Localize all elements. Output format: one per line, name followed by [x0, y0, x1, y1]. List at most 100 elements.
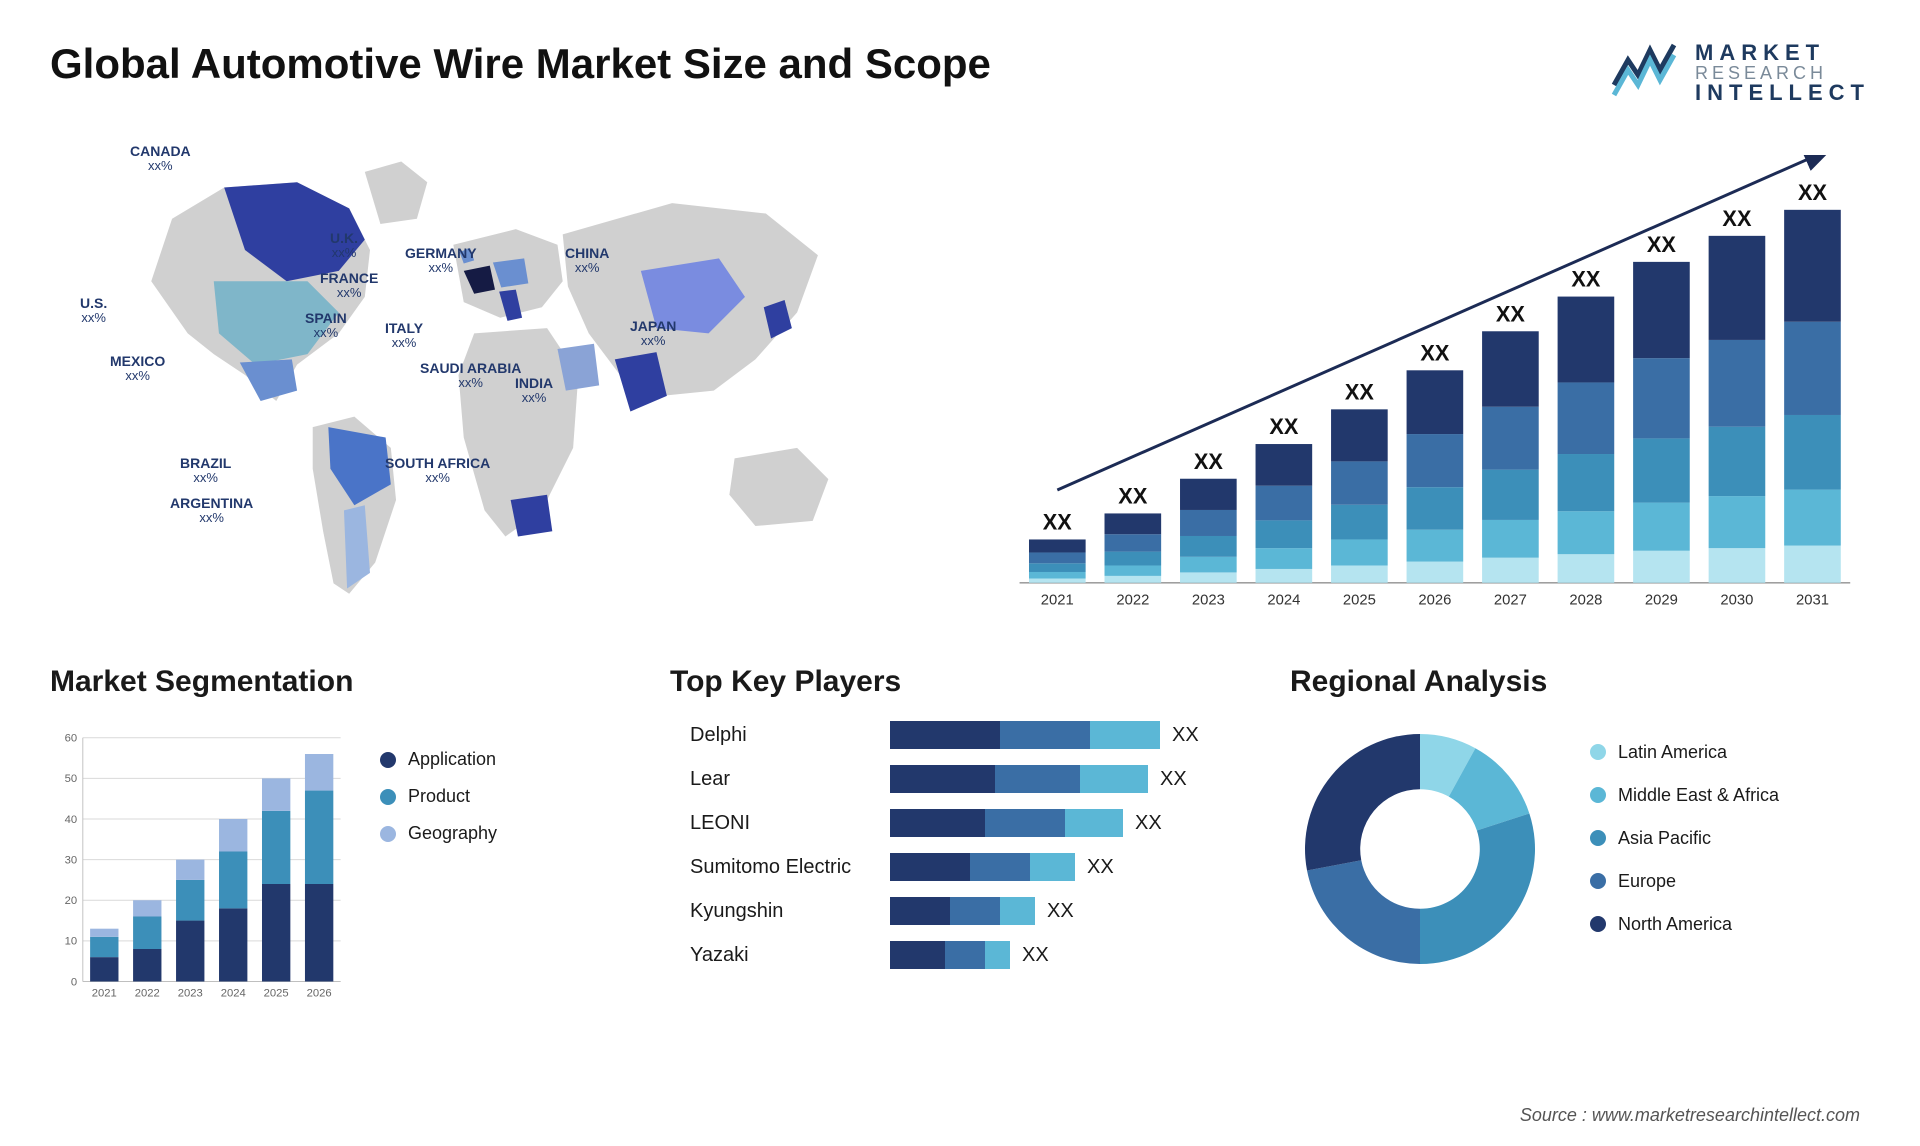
growth-chart-panel: XX2021XX2022XX2023XX2024XX2025XX2026XX20… [980, 125, 1870, 625]
player-bar-segment [945, 941, 985, 969]
player-bar-segment [970, 853, 1030, 881]
svg-text:2029: 2029 [1645, 593, 1678, 609]
player-value: XX [1087, 856, 1114, 879]
player-bar-segment [1065, 809, 1123, 837]
brand-logo-icon [1610, 40, 1680, 105]
legend-dot [1590, 787, 1606, 803]
player-bar-segment [890, 809, 985, 837]
legend-dot [380, 826, 396, 842]
svg-text:2026: 2026 [307, 988, 332, 1000]
svg-text:2022: 2022 [1116, 593, 1149, 609]
svg-text:XX: XX [1496, 301, 1526, 326]
player-bar [890, 897, 1035, 925]
player-name: Yazaki [690, 944, 890, 967]
player-value: XX [1135, 812, 1162, 835]
country-value: xx% [385, 336, 423, 351]
country-value: xx% [320, 286, 378, 301]
player-row: Yazaki XX [690, 939, 1250, 971]
country-name: MEXICO [110, 353, 165, 369]
legend-item: Asia Pacific [1590, 828, 1779, 849]
country-value: xx% [515, 391, 553, 406]
country-name: BRAZIL [180, 455, 231, 471]
footer-source: Source : www.marketresearchintellect.com [1520, 1105, 1860, 1126]
country-name: SOUTH AFRICA [385, 455, 490, 471]
country-value: xx% [330, 246, 358, 261]
key-players-list: DelphiXXLearXXLEONIXXSumitomo ElectricXX… [670, 719, 1250, 971]
page-title: Global Automotive Wire Market Size and S… [50, 40, 991, 88]
legend-label: Application [408, 749, 496, 770]
legend-label: Product [408, 786, 470, 807]
player-bar-segment [890, 721, 1000, 749]
player-value: XX [1172, 724, 1199, 747]
segmentation-panel: Market Segmentation 01020304050602021202… [50, 665, 630, 1045]
map-region-southafrica [511, 495, 553, 537]
country-name: SPAIN [305, 310, 347, 326]
svg-text:60: 60 [65, 733, 78, 745]
country-label: U.K.xx% [330, 230, 358, 261]
country-label: ARGENTINAxx% [170, 495, 253, 526]
svg-text:2025: 2025 [264, 988, 289, 1000]
player-bar-segment [985, 809, 1065, 837]
svg-text:XX: XX [1571, 267, 1601, 292]
svg-text:XX: XX [1420, 340, 1450, 365]
growth-chart: XX2021XX2022XX2023XX2024XX2025XX2026XX20… [980, 155, 1870, 625]
legend-label: Latin America [1618, 742, 1727, 763]
donut-slice [1307, 860, 1420, 964]
player-bar [890, 853, 1075, 881]
svg-text:XX: XX [1118, 484, 1148, 509]
country-name: ARGENTINA [170, 495, 253, 511]
country-name: ITALY [385, 320, 423, 336]
country-name: U.S. [80, 295, 107, 311]
country-label: SPAINxx% [305, 310, 347, 341]
legend-label: Asia Pacific [1618, 828, 1711, 849]
country-name: CANADA [130, 143, 191, 159]
country-value: xx% [385, 471, 490, 486]
svg-text:2027: 2027 [1494, 593, 1527, 609]
legend-dot [1590, 744, 1606, 760]
player-name: Delphi [690, 724, 890, 747]
player-name: Lear [690, 768, 890, 791]
country-value: xx% [170, 511, 253, 526]
svg-text:2025: 2025 [1343, 593, 1376, 609]
legend-item: Middle East & Africa [1590, 785, 1779, 806]
player-bar-segment [1080, 765, 1148, 793]
player-bar-segment [890, 765, 995, 793]
country-value: xx% [110, 369, 165, 384]
country-label: CHINAxx% [565, 245, 609, 276]
svg-text:10: 10 [65, 936, 78, 948]
country-name: CHINA [565, 245, 609, 261]
legend-label: Europe [1618, 871, 1676, 892]
country-label: JAPANxx% [630, 318, 676, 349]
player-bar-segment [1000, 897, 1035, 925]
legend-item: North America [1590, 914, 1779, 935]
country-value: xx% [630, 334, 676, 349]
player-bar-segment [890, 853, 970, 881]
svg-text:2026: 2026 [1418, 593, 1451, 609]
svg-text:XX: XX [1269, 414, 1299, 439]
legend-item: Product [380, 786, 497, 807]
country-name: GERMANY [405, 245, 477, 261]
svg-text:2021: 2021 [1041, 593, 1074, 609]
donut-slice [1420, 813, 1535, 964]
country-value: xx% [80, 311, 107, 326]
player-row: LEONIXX [690, 807, 1250, 839]
segmentation-chart: 0102030405060202120222023202420252026 [50, 719, 350, 1019]
player-value: XX [1022, 944, 1049, 967]
segmentation-legend: Application Product Geography [380, 719, 497, 1019]
legend-label: Geography [408, 823, 497, 844]
country-label: CANADAxx% [130, 143, 191, 174]
svg-text:2021: 2021 [92, 988, 117, 1000]
regional-panel: Regional Analysis Latin AmericaMiddle Ea… [1290, 665, 1870, 1045]
map-region-mexico [240, 359, 297, 401]
segmentation-heading: Market Segmentation [50, 665, 630, 699]
country-value: xx% [420, 376, 521, 391]
player-name: Kyungshin [690, 900, 890, 923]
brand-line-1: MARKET [1695, 42, 1870, 64]
player-row: LearXX [690, 763, 1250, 795]
country-label: MEXICOxx% [110, 353, 165, 384]
player-value: XX [1047, 900, 1074, 923]
svg-text:40: 40 [65, 814, 78, 826]
legend-dot [1590, 916, 1606, 932]
player-bar [890, 941, 1010, 969]
legend-dot [380, 752, 396, 768]
